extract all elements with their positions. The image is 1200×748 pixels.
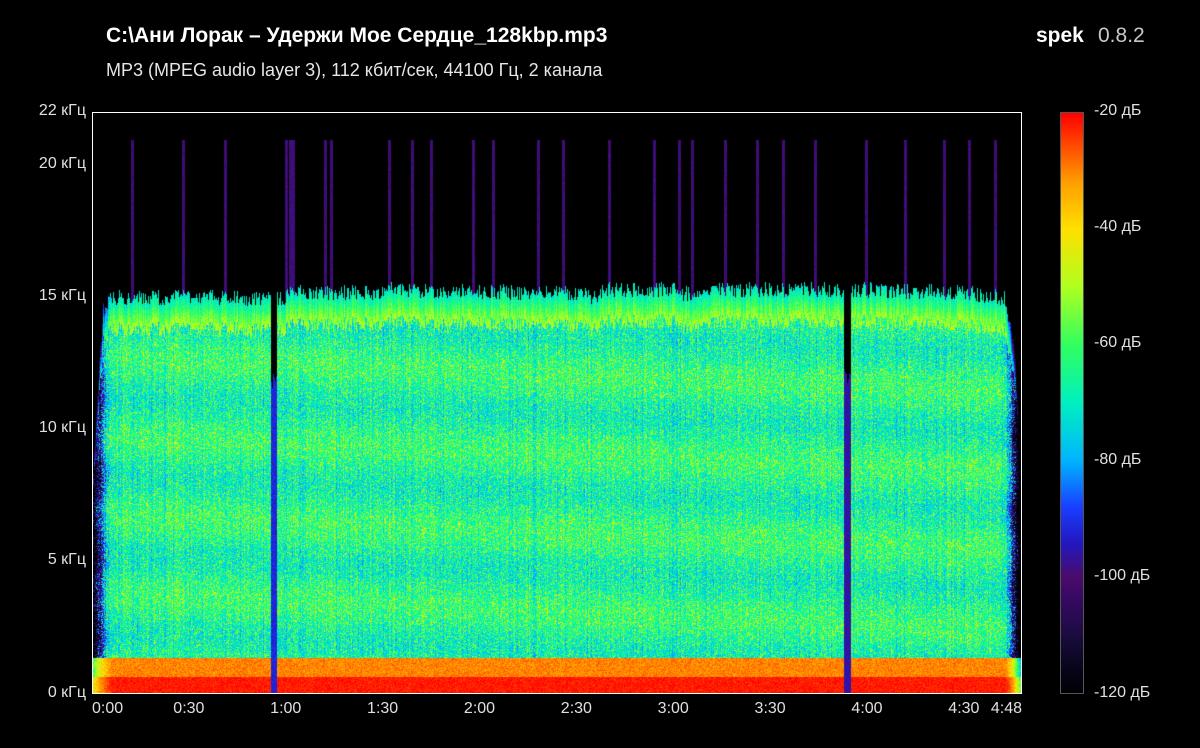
x-tick-label: 4:48 (991, 700, 1022, 718)
x-tick-label: 4:00 (851, 700, 882, 718)
app-name: spek (1036, 24, 1084, 48)
x-tick-label: 4:30 (948, 700, 979, 718)
colorbar (1060, 112, 1084, 694)
y-tick-label: 22 кГц (39, 102, 86, 120)
spectrogram-canvas (93, 113, 1021, 693)
x-tick-label: 0:30 (173, 700, 204, 718)
y-tick-label: 20 кГц (39, 155, 86, 173)
colorbar-tick-label: -80 дБ (1094, 451, 1141, 469)
spectrogram-screenshot: { "layout": { "width": 1200, "height": 7… (0, 0, 1200, 748)
spectrogram-plot (92, 112, 1022, 694)
colorbar-tick-label: -20 дБ (1094, 102, 1141, 120)
y-tick-label: 10 кГц (39, 419, 86, 437)
x-tick-label: 0:00 (92, 700, 123, 718)
x-tick-label: 3:00 (658, 700, 689, 718)
x-tick-label: 1:30 (367, 700, 398, 718)
colorbar-canvas (1061, 113, 1083, 693)
file-path-title: C:\Ани Лорак – Удержи Мое Сердце_128kbp.… (106, 24, 607, 48)
audio-info: MP3 (MPEG audio layer 3), 112 кбит/сек, … (106, 60, 602, 81)
y-tick-label: 0 кГц (48, 684, 86, 702)
x-tick-label: 3:30 (755, 700, 786, 718)
x-tick-label: 1:00 (270, 700, 301, 718)
x-tick-label: 2:30 (561, 700, 592, 718)
x-tick-label: 2:00 (464, 700, 495, 718)
colorbar-tick-label: -120 дБ (1094, 684, 1150, 702)
y-tick-label: 15 кГц (39, 287, 86, 305)
colorbar-tick-label: -40 дБ (1094, 218, 1141, 236)
colorbar-tick-label: -60 дБ (1094, 334, 1141, 352)
app-version: 0.8.2 (1098, 24, 1145, 48)
colorbar-tick-label: -100 дБ (1094, 567, 1150, 585)
y-tick-label: 5 кГц (48, 551, 86, 569)
